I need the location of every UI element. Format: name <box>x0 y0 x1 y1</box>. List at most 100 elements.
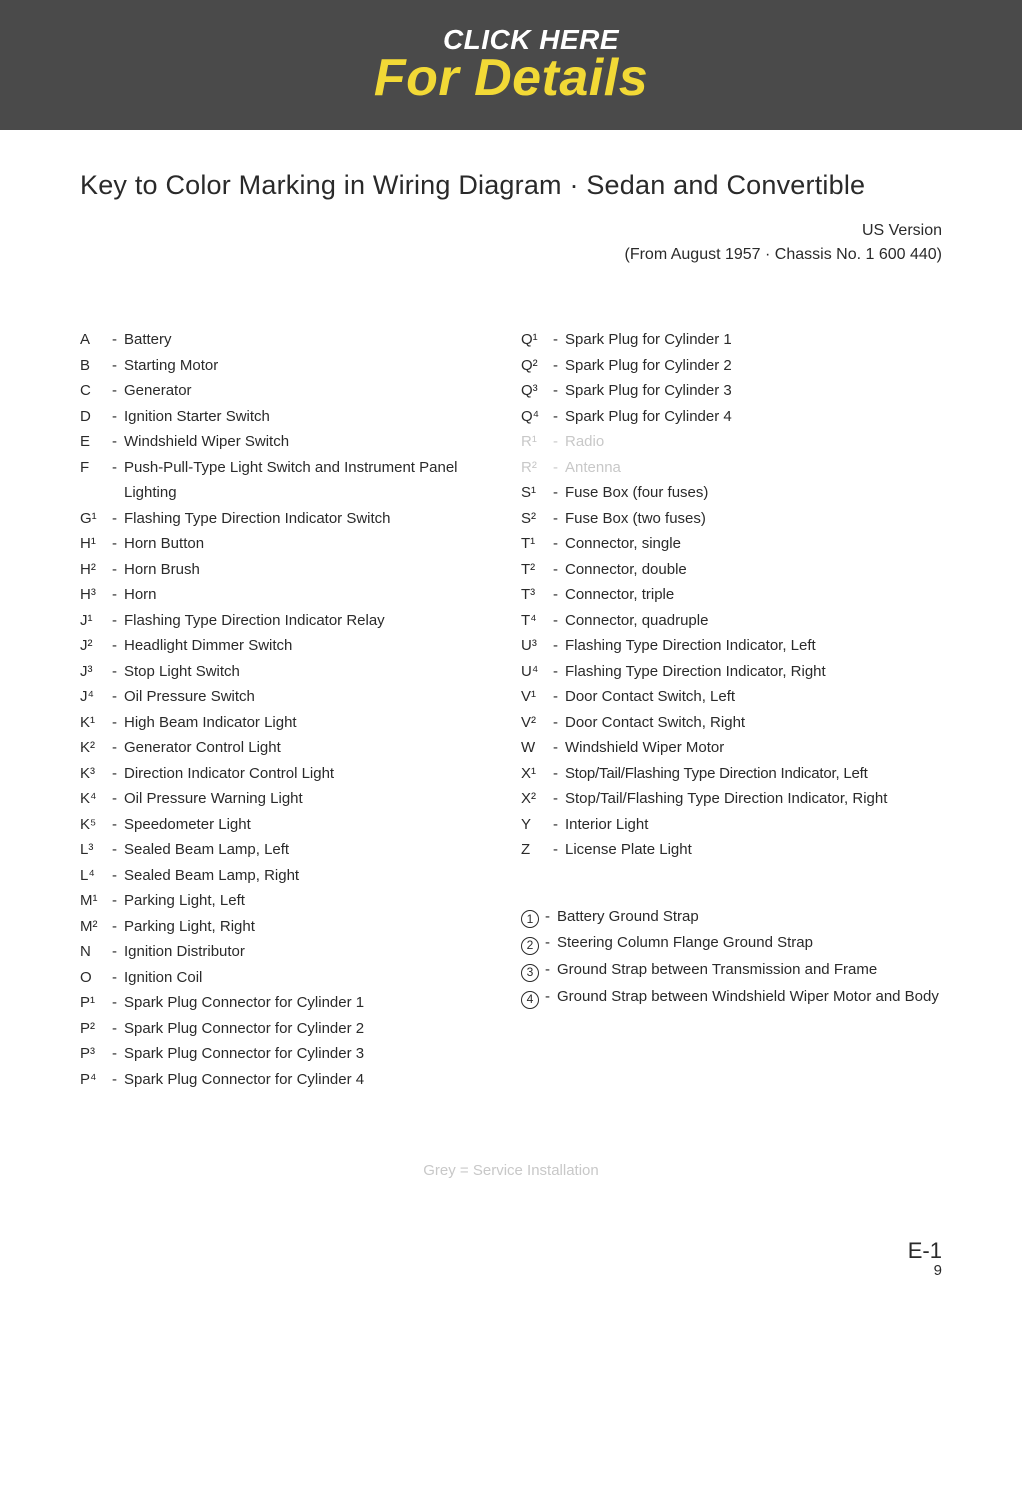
key-code: P³ <box>80 1041 112 1067</box>
dash-separator: - <box>553 455 565 481</box>
key-label: Connector, single <box>565 531 942 557</box>
dash-separator: - <box>112 404 124 430</box>
dash-separator: - <box>112 557 124 583</box>
key-columns: A-BatteryB-Starting MotorC-GeneratorD-Ig… <box>80 327 942 1092</box>
dash-separator: - <box>553 404 565 430</box>
key-entry: H³-Horn <box>80 582 501 608</box>
numbered-entry: 1-Battery Ground Strap <box>521 905 942 930</box>
key-code: V¹ <box>521 684 553 710</box>
key-entry: E-Windshield Wiper Switch <box>80 429 501 455</box>
key-label: Sealed Beam Lamp, Right <box>124 863 501 889</box>
key-entry: K¹-High Beam Indicator Light <box>80 710 501 736</box>
key-entry: U³-Flashing Type Direction Indicator, Le… <box>521 633 942 659</box>
dash-separator: - <box>112 1016 124 1042</box>
key-entry: S²-Fuse Box (two fuses) <box>521 506 942 532</box>
numbered-entry: 2-Steering Column Flange Ground Strap <box>521 931 942 956</box>
key-entry: L⁴-Sealed Beam Lamp, Right <box>80 863 501 889</box>
key-code: Y <box>521 812 553 838</box>
key-label: Spark Plug for Cylinder 2 <box>565 353 942 379</box>
key-code: T⁴ <box>521 608 553 634</box>
key-label: Headlight Dimmer Switch <box>124 633 501 659</box>
click-here-banner[interactable]: CLICK HERE For Details <box>0 0 1022 130</box>
dash-separator: - <box>112 914 124 940</box>
key-code: X¹ <box>521 761 553 787</box>
key-label: Stop Light Switch <box>124 659 501 685</box>
key-label: Push-Pull-Type Light Switch and Instrume… <box>124 455 501 506</box>
key-entry: K⁵-Speedometer Light <box>80 812 501 838</box>
dash-separator: - <box>553 608 565 634</box>
key-code: K² <box>80 735 112 761</box>
subhead-line-2: (From August 1957 · Chassis No. 1 600 44… <box>80 243 942 267</box>
dash-separator: - <box>553 480 565 506</box>
numbered-label: Ground Strap between Windshield Wiper Mo… <box>557 985 942 1010</box>
dash-separator: - <box>112 735 124 761</box>
numbered-entry: 4-Ground Strap between Windshield Wiper … <box>521 985 942 1010</box>
key-label: Flashing Type Direction Indicator, Right <box>565 659 942 685</box>
dash-separator: - <box>112 812 124 838</box>
numbered-entry: 3-Ground Strap between Transmission and … <box>521 958 942 983</box>
dash-separator: - <box>553 735 565 761</box>
dash-separator: - <box>553 557 565 583</box>
key-code: G¹ <box>80 506 112 532</box>
dash-separator: - <box>553 786 565 812</box>
key-label: Windshield Wiper Switch <box>124 429 501 455</box>
key-code: V² <box>521 710 553 736</box>
key-code: P² <box>80 1016 112 1042</box>
key-code: M¹ <box>80 888 112 914</box>
key-entry: J⁴-Oil Pressure Switch <box>80 684 501 710</box>
key-label: Fuse Box (four fuses) <box>565 480 942 506</box>
key-label: Ignition Distributor <box>124 939 501 965</box>
dash-separator: - <box>112 633 124 659</box>
key-entry: Y-Interior Light <box>521 812 942 838</box>
key-label: Windshield Wiper Motor <box>565 735 942 761</box>
key-entry: G¹-Flashing Type Direction Indicator Swi… <box>80 506 501 532</box>
key-label: Spark Plug for Cylinder 3 <box>565 378 942 404</box>
key-code: Q³ <box>521 378 553 404</box>
key-entry: T¹-Connector, single <box>521 531 942 557</box>
key-label: Speedometer Light <box>124 812 501 838</box>
key-entry: B-Starting Motor <box>80 353 501 379</box>
key-label: Horn Brush <box>124 557 501 583</box>
key-code: H² <box>80 557 112 583</box>
key-entry: Q²-Spark Plug for Cylinder 2 <box>521 353 942 379</box>
key-entry: K⁴-Oil Pressure Warning Light <box>80 786 501 812</box>
page-number-sub: 9 <box>80 1263 942 1280</box>
key-entry: M¹-Parking Light, Left <box>80 888 501 914</box>
key-code: Q² <box>521 353 553 379</box>
key-entry: Z-License Plate Light <box>521 837 942 863</box>
key-code: S¹ <box>521 480 553 506</box>
key-label: Spark Plug for Cylinder 4 <box>565 404 942 430</box>
numbered-notes: 1-Battery Ground Strap2-Steering Column … <box>521 905 942 1010</box>
key-entry: X²-Stop/Tail/Flashing Type Direction Ind… <box>521 786 942 812</box>
dash-separator: - <box>553 531 565 557</box>
dash-separator: - <box>553 659 565 685</box>
key-code: K³ <box>80 761 112 787</box>
dash-separator: - <box>545 905 557 930</box>
circled-number-icon: 2 <box>521 937 539 955</box>
key-code: P⁴ <box>80 1067 112 1093</box>
key-entry: V²-Door Contact Switch, Right <box>521 710 942 736</box>
key-label: Connector, triple <box>565 582 942 608</box>
key-entry: Q¹-Spark Plug for Cylinder 1 <box>521 327 942 353</box>
key-code: U⁴ <box>521 659 553 685</box>
key-code: J³ <box>80 659 112 685</box>
key-label: Ignition Starter Switch <box>124 404 501 430</box>
key-label: Parking Light, Left <box>124 888 501 914</box>
key-label: Ignition Coil <box>124 965 501 991</box>
key-label: License Plate Light <box>565 837 942 863</box>
key-label: Spark Plug Connector for Cylinder 3 <box>124 1041 501 1067</box>
key-entry: R²-Antenna <box>521 455 942 481</box>
key-label: Fuse Box (two fuses) <box>565 506 942 532</box>
key-code: Z <box>521 837 553 863</box>
dash-separator: - <box>553 837 565 863</box>
key-entry: P²-Spark Plug Connector for Cylinder 2 <box>80 1016 501 1042</box>
key-label: Starting Motor <box>124 353 501 379</box>
key-label: Flashing Type Direction Indicator, Left <box>565 633 942 659</box>
key-code: M² <box>80 914 112 940</box>
key-label: Generator Control Light <box>124 735 501 761</box>
key-entry: J¹-Flashing Type Direction Indicator Rel… <box>80 608 501 634</box>
key-code: P¹ <box>80 990 112 1016</box>
key-label: Generator <box>124 378 501 404</box>
dash-separator: - <box>112 786 124 812</box>
dash-separator: - <box>112 608 124 634</box>
